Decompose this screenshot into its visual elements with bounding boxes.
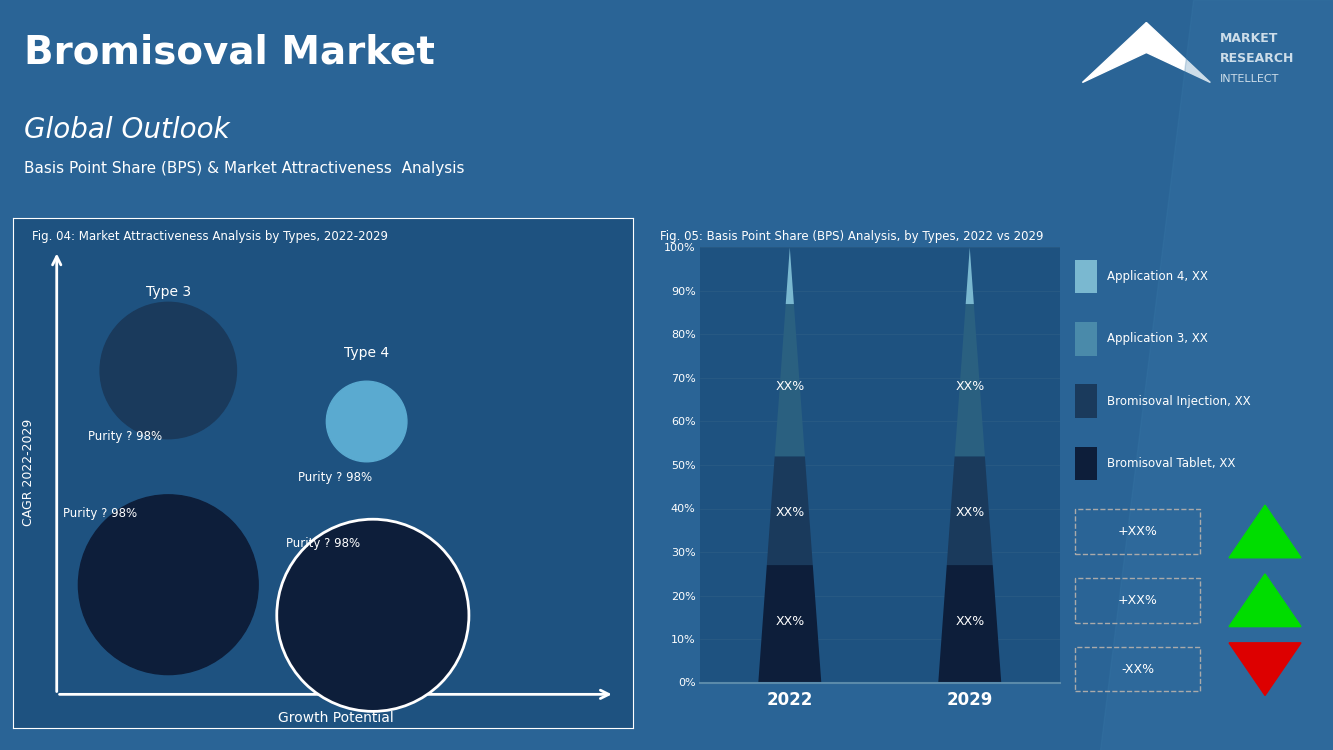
Polygon shape — [1229, 574, 1301, 627]
Text: Basis Point Share (BPS) & Market Attractiveness  Analysis: Basis Point Share (BPS) & Market Attract… — [24, 161, 464, 176]
Text: Growth Potential: Growth Potential — [277, 711, 393, 725]
Polygon shape — [1122, 56, 1170, 82]
Text: RESEARCH: RESEARCH — [1220, 53, 1294, 65]
Polygon shape — [954, 304, 985, 456]
Polygon shape — [938, 565, 1001, 682]
Polygon shape — [1229, 506, 1301, 558]
Ellipse shape — [277, 519, 469, 712]
Polygon shape — [785, 248, 794, 304]
Text: Purity ? 98%: Purity ? 98% — [287, 538, 360, 550]
Polygon shape — [1100, 0, 1333, 750]
Text: Application 4, XX: Application 4, XX — [1106, 270, 1208, 283]
Text: Type 3: Type 3 — [145, 285, 191, 299]
Text: -XX%: -XX% — [1121, 663, 1154, 676]
Text: Fig. 04: Market Attractiveness Analysis by Types, 2022-2029: Fig. 04: Market Attractiveness Analysis … — [32, 230, 388, 243]
Text: XX%: XX% — [956, 380, 984, 393]
Text: XX%: XX% — [776, 506, 804, 519]
Polygon shape — [1229, 643, 1301, 695]
Text: Purity ? 98%: Purity ? 98% — [63, 507, 137, 520]
Ellipse shape — [100, 302, 236, 439]
FancyBboxPatch shape — [1076, 447, 1097, 480]
Polygon shape — [758, 565, 821, 682]
Polygon shape — [1082, 22, 1146, 82]
FancyBboxPatch shape — [1076, 322, 1097, 356]
Text: Global Outlook: Global Outlook — [24, 116, 229, 144]
Polygon shape — [1146, 22, 1210, 82]
FancyBboxPatch shape — [1076, 384, 1097, 418]
Text: Bromisoval Tablet, XX: Bromisoval Tablet, XX — [1106, 457, 1236, 470]
Text: XX%: XX% — [776, 615, 804, 628]
Text: MARKET: MARKET — [1220, 32, 1278, 44]
Polygon shape — [965, 248, 974, 304]
Text: CAGR 2022-2029: CAGR 2022-2029 — [23, 419, 36, 526]
Polygon shape — [774, 304, 805, 456]
Text: Fig. 05: Basis Point Share (BPS) Analysis, by Types, 2022 vs 2029: Fig. 05: Basis Point Share (BPS) Analysi… — [660, 230, 1044, 243]
Text: Bromisoval Injection, XX: Bromisoval Injection, XX — [1106, 394, 1250, 407]
Polygon shape — [946, 456, 993, 565]
Text: +XX%: +XX% — [1118, 594, 1158, 607]
Text: XX%: XX% — [776, 380, 804, 393]
Text: Type 4: Type 4 — [344, 346, 389, 360]
Polygon shape — [766, 456, 813, 565]
Text: XX%: XX% — [956, 615, 984, 628]
Text: Purity ? 98%: Purity ? 98% — [88, 430, 161, 443]
Ellipse shape — [79, 495, 259, 674]
Text: Application 3, XX: Application 3, XX — [1106, 332, 1208, 345]
Text: Purity ? 98%: Purity ? 98% — [299, 471, 373, 484]
Text: +XX%: +XX% — [1118, 525, 1158, 538]
FancyBboxPatch shape — [1076, 260, 1097, 293]
Ellipse shape — [327, 381, 407, 462]
Text: Bromisoval Market: Bromisoval Market — [24, 34, 435, 72]
Text: XX%: XX% — [956, 506, 984, 519]
Text: INTELLECT: INTELLECT — [1220, 74, 1280, 83]
